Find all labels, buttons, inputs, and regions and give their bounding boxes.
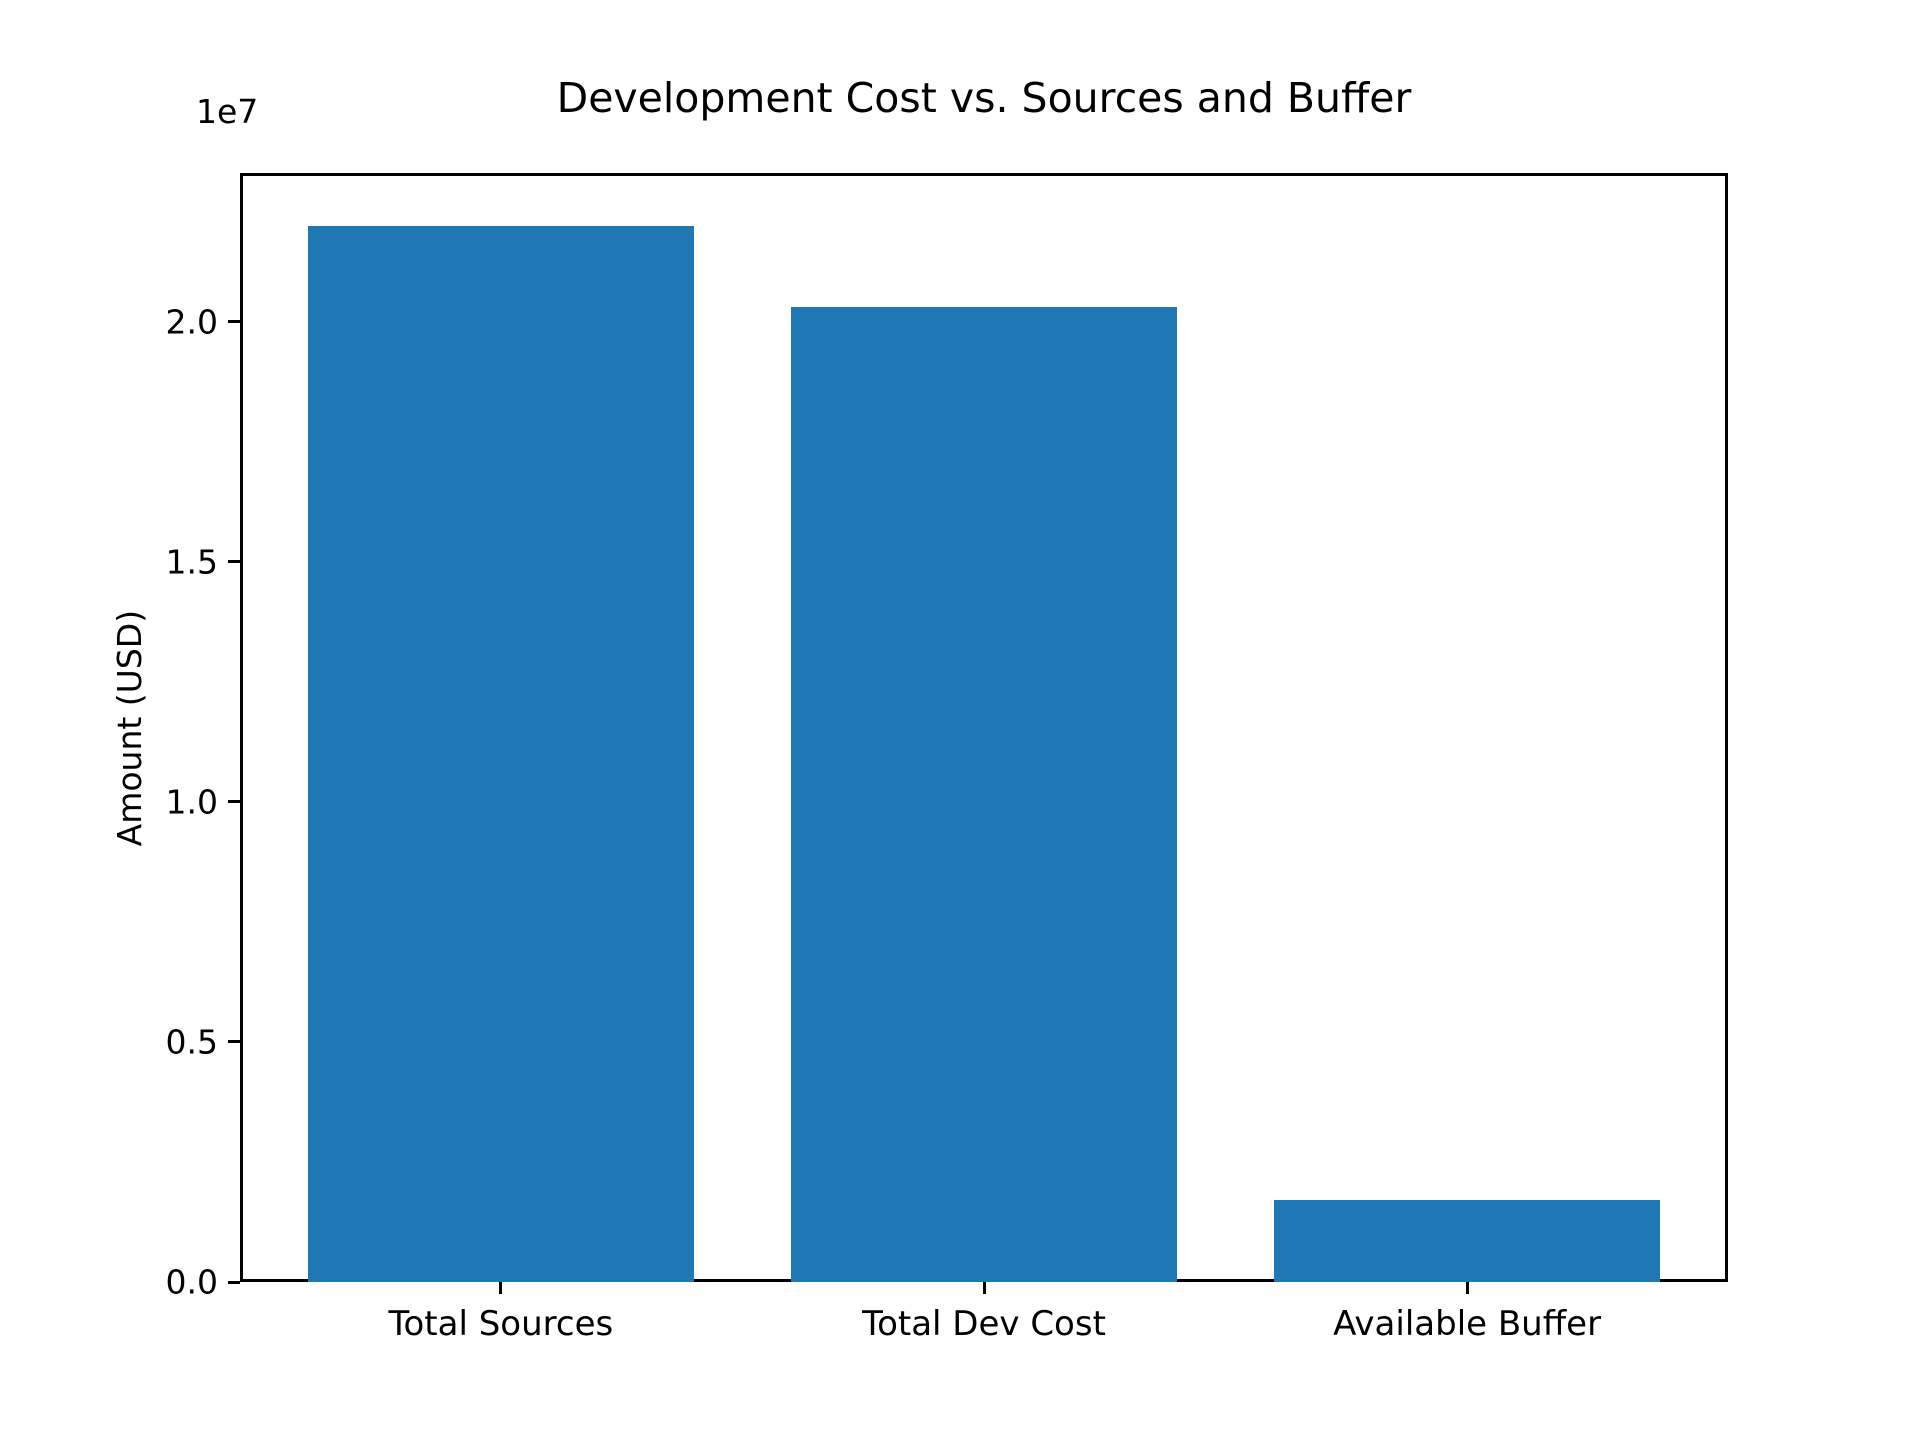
x-tick-label-total-dev-cost: Total Dev Cost [862,1304,1106,1344]
x-tick-mark [1465,1282,1469,1294]
top-spine [240,173,1728,176]
bar-total-dev-cost [790,307,1178,1282]
x-tick-label-total-sources: Total Sources [388,1304,614,1344]
bar-total-sources [307,225,695,1282]
y-tick-label-0.5: 0.5 [165,1022,218,1062]
y-tick-mark [228,320,240,324]
bar-available-buffer [1273,1200,1661,1282]
y-tick-label-1.0: 1.0 [165,782,218,822]
y-tick-mark [228,560,240,564]
y-tick-mark [228,1280,240,1284]
plot-area [240,173,1728,1282]
y-tick-label-2.0: 2.0 [165,302,218,342]
chart-title: Development Cost vs. Sources and Buffer [556,74,1412,122]
y-tick-label-0.0: 0.0 [165,1262,218,1302]
y-tick-mark [228,1040,240,1044]
y-tick-mark [228,800,240,804]
x-tick-mark [499,1282,503,1294]
left-spine [240,173,243,1282]
y-axis-offset-label: 1e7 [196,92,259,131]
x-tick-mark [982,1282,986,1294]
y-tick-label-1.5: 1.5 [165,542,218,582]
y-axis-label: Amount (USD) [109,609,149,847]
right-spine [1725,173,1728,1282]
x-tick-label-available-buffer: Available Buffer [1333,1304,1602,1344]
